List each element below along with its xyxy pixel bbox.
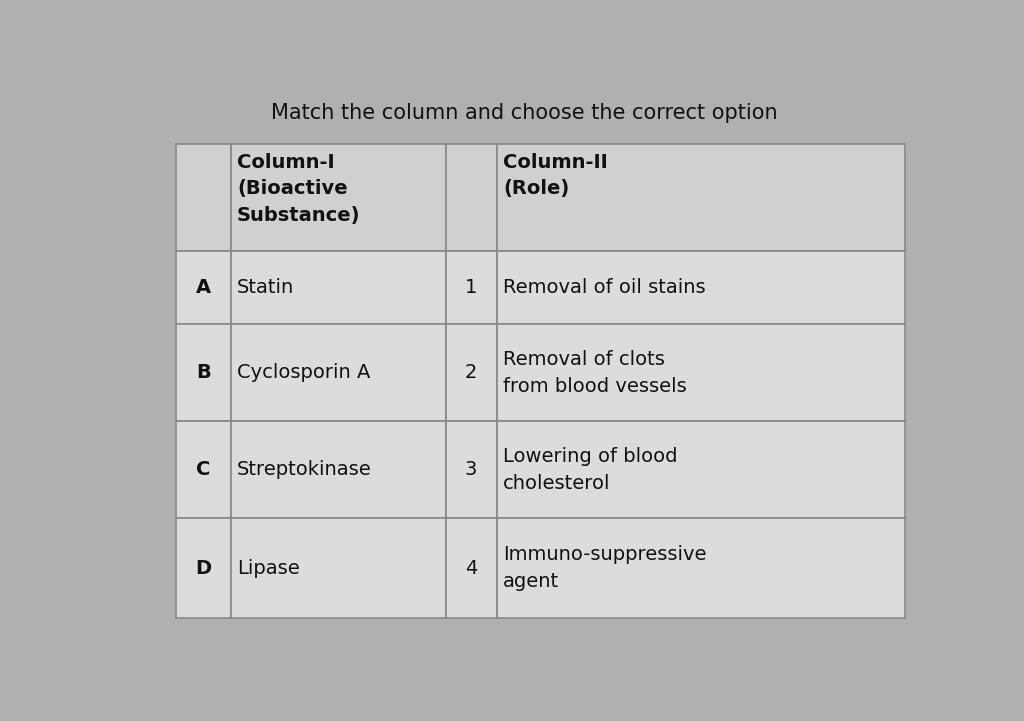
Text: Streptokinase: Streptokinase [237, 460, 372, 479]
Text: 1: 1 [465, 278, 477, 297]
Text: Lowering of blood
cholesterol: Lowering of blood cholesterol [503, 447, 678, 492]
Bar [230, 251, 445, 324]
Text: Lipase: Lipase [237, 559, 300, 578]
Text: (Role): (Role) [503, 180, 569, 198]
Text: Statin: Statin [237, 278, 294, 297]
Bar [445, 421, 497, 518]
Text: Removal of oil stains: Removal of oil stains [503, 278, 706, 297]
Text: 3: 3 [465, 460, 477, 479]
Text: 4: 4 [465, 559, 477, 578]
Text: Removal of clots
from blood vessels: Removal of clots from blood vessels [503, 350, 687, 396]
Bar [445, 251, 497, 324]
Bar [176, 421, 230, 518]
Text: Cyclosporin A: Cyclosporin A [237, 363, 371, 382]
Bar [230, 518, 445, 618]
Text: (Bioactive: (Bioactive [237, 180, 348, 198]
Text: B: B [196, 363, 211, 382]
Bar [176, 144, 230, 251]
Bar [230, 324, 445, 421]
Text: A: A [196, 278, 211, 297]
Bar [445, 518, 497, 618]
Text: Immuno-suppressive
agent: Immuno-suppressive agent [503, 545, 707, 590]
Text: Substance): Substance) [237, 206, 360, 225]
Text: C: C [197, 460, 211, 479]
Bar [497, 518, 904, 618]
Bar [176, 324, 230, 421]
Bar [445, 144, 497, 251]
Text: 2: 2 [465, 363, 477, 382]
Text: Column-I: Column-I [237, 153, 335, 172]
Bar [497, 324, 904, 421]
Text: Column-II: Column-II [503, 153, 607, 172]
Bar [230, 144, 445, 251]
Bar [497, 144, 904, 251]
Bar [230, 421, 445, 518]
Bar [445, 324, 497, 421]
Bar [176, 518, 230, 618]
Text: Match the column and choose the correct option: Match the column and choose the correct … [271, 104, 778, 123]
Text: D: D [196, 559, 211, 578]
Bar [176, 251, 230, 324]
Bar [497, 251, 904, 324]
Bar [497, 421, 904, 518]
